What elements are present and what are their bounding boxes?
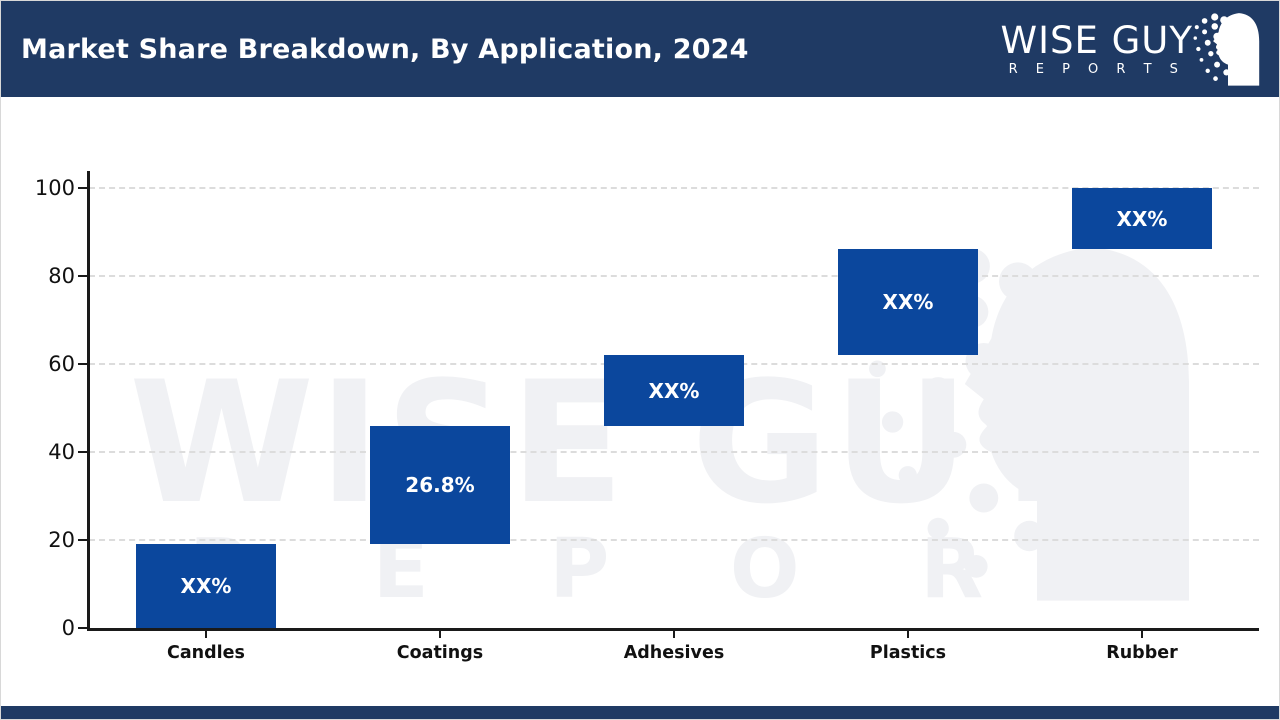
- x-axis-tick: [673, 630, 675, 638]
- bar-value-label: 26.8%: [405, 472, 475, 497]
- header-banner: Market Share Breakdown, By Application, …: [1, 1, 1279, 97]
- x-axis-tick: [205, 630, 207, 638]
- bar-value-label: XX%: [1116, 206, 1168, 231]
- footer-bar: [1, 706, 1279, 719]
- bar-value-label: XX%: [180, 573, 232, 598]
- bar-adhesives: XX%: [604, 355, 744, 427]
- brand-name: WISE GUY: [1000, 19, 1193, 62]
- y-axis-tick: [78, 363, 87, 365]
- brand-logo: WISE GUY R E P O R T S: [1001, 7, 1267, 91]
- y-axis-tick-label: 0: [61, 616, 75, 640]
- brand-subtitle: R E P O R T S: [1008, 62, 1185, 77]
- bar-coatings: 26.8%: [370, 426, 510, 544]
- plot-area: WISE GUY R E P O R T S XX% 26.8% XX% XX% XX%…: [1, 97, 1279, 706]
- y-axis-tick-label: 60: [48, 352, 75, 376]
- y-axis-tick: [78, 275, 87, 277]
- gridline: [89, 451, 1259, 453]
- x-axis-tick: [1141, 630, 1143, 638]
- bar-value-label: XX%: [882, 290, 934, 315]
- y-axis-tick: [78, 627, 87, 629]
- y-axis-tick: [78, 539, 87, 541]
- y-axis-tick-label: 40: [48, 440, 75, 464]
- x-axis-line: [87, 628, 1259, 631]
- gridline: [89, 275, 1259, 277]
- y-axis-tick-label: 20: [48, 528, 75, 552]
- brand-logo-text: WISE GUY R E P O R T S: [1001, 22, 1193, 76]
- y-axis-tick: [78, 187, 87, 189]
- x-axis-category-label: Coatings: [396, 643, 484, 663]
- x-axis-category-label: Adhesives: [623, 643, 725, 663]
- gridline: [89, 539, 1259, 541]
- bar-rubber: XX%: [1072, 188, 1212, 250]
- brand-face-icon: [1193, 13, 1260, 86]
- bar-plastics: XX%: [838, 249, 978, 356]
- y-axis-tick-label: 80: [48, 264, 75, 288]
- gridline: [89, 187, 1259, 189]
- y-axis-line: [87, 171, 90, 631]
- bar-value-label: XX%: [648, 378, 700, 403]
- x-axis-tick: [439, 630, 441, 638]
- x-axis-category-label: Plastics: [869, 643, 947, 663]
- y-axis-tick-label: 100: [34, 176, 75, 200]
- page-title: Market Share Breakdown, By Application, …: [21, 33, 749, 65]
- y-axis-tick: [78, 451, 87, 453]
- x-axis-category-label: Rubber: [1106, 643, 1178, 663]
- x-axis-category-label: Candles: [167, 643, 245, 663]
- x-axis-tick: [907, 630, 909, 638]
- bar-candles: XX%: [136, 543, 276, 628]
